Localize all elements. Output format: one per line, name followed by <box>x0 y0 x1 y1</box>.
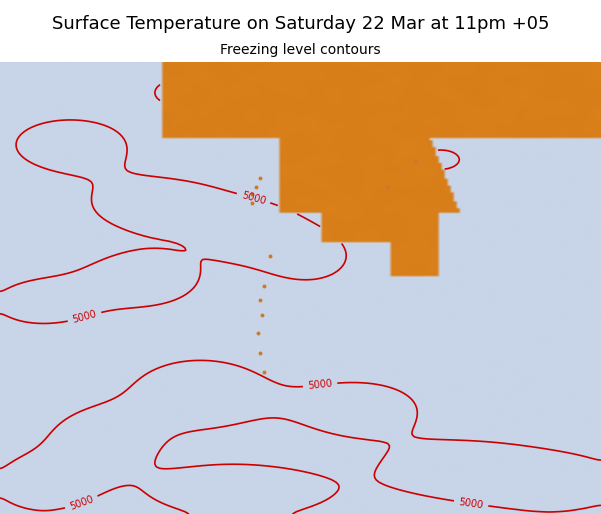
Text: 5000: 5000 <box>458 497 484 510</box>
Point <box>255 296 265 304</box>
Text: 5000: 5000 <box>69 494 95 512</box>
Point <box>382 182 391 191</box>
Point <box>255 174 265 182</box>
Point <box>252 182 261 191</box>
Point <box>260 368 269 376</box>
Point <box>248 199 257 208</box>
Text: 5000: 5000 <box>307 378 333 391</box>
Point <box>255 348 265 357</box>
Point <box>248 190 257 198</box>
Point <box>254 329 263 337</box>
Text: 5000: 5000 <box>240 190 267 206</box>
Point <box>266 252 275 260</box>
Point <box>410 157 419 166</box>
Point <box>260 282 269 290</box>
Text: 5000: 5000 <box>72 309 98 325</box>
Point <box>258 311 267 319</box>
Text: Freezing level contours: Freezing level contours <box>220 43 381 57</box>
Text: Surface Temperature on Saturday 22 Mar at 11pm +05: Surface Temperature on Saturday 22 Mar a… <box>52 15 549 33</box>
